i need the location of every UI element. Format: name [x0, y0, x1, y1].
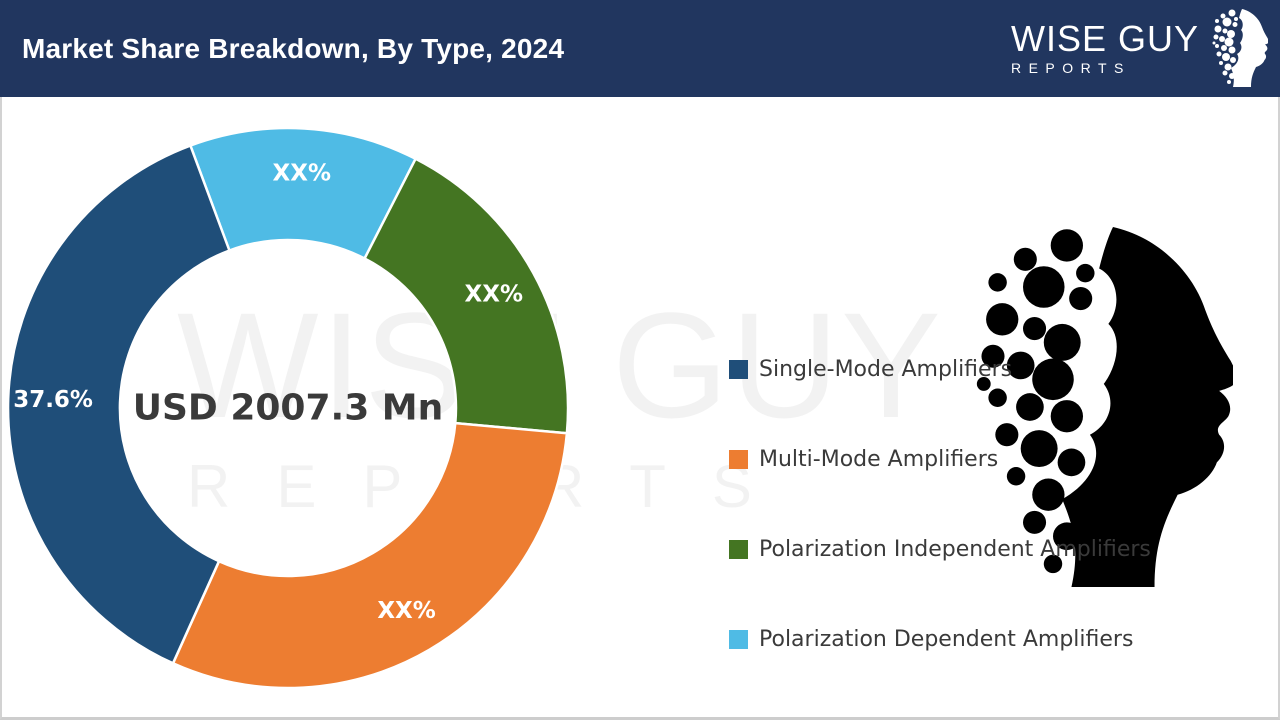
legend-label: Multi-Mode Amplifiers — [759, 446, 999, 472]
wise-guy-logo: WISE GUY REPORTS — [1011, 8, 1268, 88]
wise-guy-face-icon — [1212, 9, 1268, 87]
legend-swatch-single-mode — [729, 359, 748, 379]
chart-area: WISE GUY REPORTS XX%XX%XX%37.6%USD 2007.… — [0, 97, 1280, 720]
pie-slice — [6, 144, 231, 665]
legend-label: Single-Mode Amplifiers — [759, 356, 1013, 382]
logo-wordmark: WISE GUY — [1010, 17, 1199, 59]
legend-swatch-multi-mode — [729, 449, 748, 469]
logo-subtitle: REPORTS — [1010, 59, 1131, 76]
legend-swatch-polarization-independent — [729, 539, 748, 559]
slice-label: 37.6% — [13, 387, 93, 413]
slice-label: XX% — [377, 598, 436, 624]
donut-chart: XX% XX% XX% 37.6% USD 2007.3 Mn — [6, 126, 570, 690]
slice-label: XX% — [273, 160, 332, 186]
pie-slice — [171, 421, 569, 690]
legend-item-polarization-independent: Polarization Independent Amplifiers — [729, 535, 1151, 563]
logo-text: WISE GUY REPORTS — [1010, 17, 1199, 76]
legend-item-multi-mode: Multi-Mode Amplifiers — [729, 445, 1151, 473]
pie-slice — [363, 157, 570, 435]
donut-center-value: USD 2007.3 Mn — [133, 388, 443, 429]
page-title: Market Share Breakdown, By Type, 2024 — [22, 32, 565, 64]
slice-label: XX% — [465, 282, 524, 308]
legend-item-single-mode: Single-Mode Amplifiers — [729, 355, 1151, 383]
header: Market Share Breakdown, By Type, 2024 WI… — [0, 0, 1280, 97]
legend-swatch-polarization-dependent — [729, 629, 748, 649]
legend: Single-Mode Amplifiers Multi-Mode Amplif… — [729, 355, 1151, 653]
legend-item-polarization-dependent: Polarization Dependent Amplifiers — [729, 625, 1151, 653]
legend-label: Polarization Independent Amplifiers — [759, 536, 1151, 562]
legend-label: Polarization Dependent Amplifiers — [759, 626, 1134, 652]
